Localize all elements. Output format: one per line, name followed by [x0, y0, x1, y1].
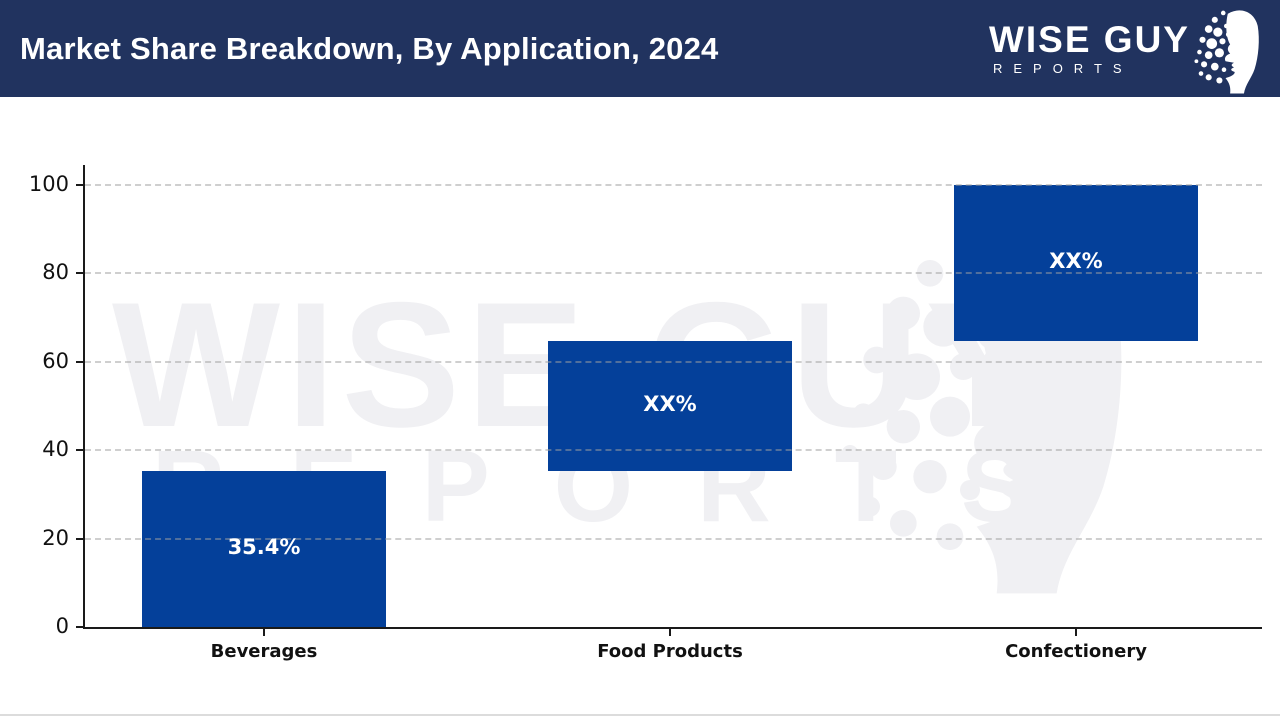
y-tick-label: 0 [55, 614, 69, 638]
y-tick-label: 60 [42, 348, 69, 373]
y-tick-label: 100 [28, 172, 69, 196]
bar-value-label: XX% [1049, 248, 1103, 273]
x-category-label: Confectionery [1005, 641, 1147, 662]
bottom-border-rule [0, 714, 1280, 716]
plot-area: 0 20 40 60 80 100 35.4% Beverages XX% Food Produc… [0, 97, 1280, 714]
y-tick-label: 40 [42, 437, 69, 462]
bar [142, 470, 386, 627]
gridline [85, 449, 1262, 452]
x-tick-mark [263, 629, 265, 636]
y-tick-mark [76, 537, 83, 540]
x-category-label: Food Products [597, 641, 743, 662]
y-tick-label: 80 [42, 260, 69, 285]
y-tick-mark [76, 449, 83, 452]
logo-reports-text: REPORTS [992, 61, 1133, 76]
x-category-label: Beverages [210, 641, 318, 662]
header-band: Market Share Breakdown, By Application, … [0, 0, 1280, 97]
y-tick-mark [76, 184, 83, 186]
gridline [85, 360, 1262, 363]
y-tick-mark [76, 626, 83, 628]
x-axis-line [83, 627, 1262, 629]
y-tick-mark [76, 360, 83, 363]
y-axis-line [83, 165, 85, 629]
wise-guy-reports-logo: WISE GUY REPORTS [989, 0, 1272, 97]
chart-title: Market Share Breakdown, By Application, … [20, 30, 719, 66]
y-tick-label: 20 [42, 525, 69, 550]
gridline [85, 537, 1262, 540]
logo-text: WISE GUY REPORTS [989, 21, 1190, 76]
gridline [85, 184, 1262, 186]
x-tick-mark [1075, 629, 1077, 636]
logo-wordmark: WISE GUY [988, 19, 1190, 60]
gridline [85, 272, 1262, 275]
x-tick-mark [669, 629, 671, 636]
logo-face-icon [1194, 9, 1259, 93]
bar-value-label: XX% [643, 391, 697, 416]
y-tick-mark [76, 272, 83, 275]
bar-value-label: 35.4% [227, 534, 301, 559]
bar [954, 185, 1198, 341]
